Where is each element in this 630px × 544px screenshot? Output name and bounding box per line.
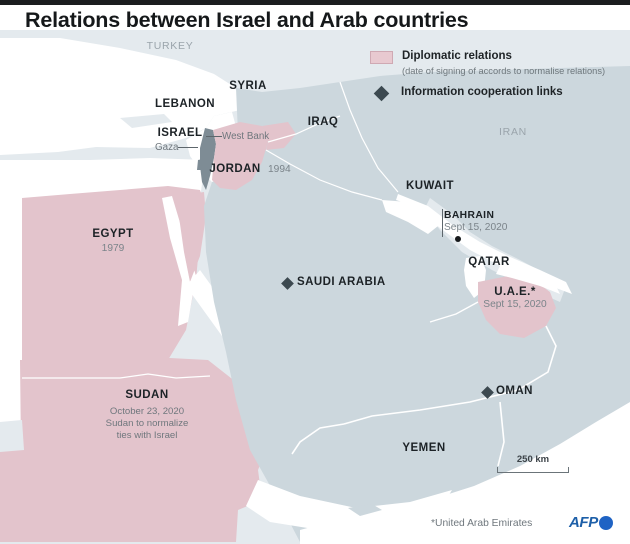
map-svg xyxy=(0,30,630,544)
map-label-bahrain-date: Sept 15, 2020 xyxy=(444,222,508,233)
diamond-marker-icon xyxy=(373,85,390,102)
israel-shape xyxy=(200,128,216,190)
map-label-turkey: TURKEY xyxy=(146,40,194,52)
map-label-bahrain: BAHRAIN xyxy=(444,210,495,221)
footnote: *United Arab Emirates xyxy=(431,518,533,529)
legend-diplomatic-sublabel: (date of signing of accords to normalise… xyxy=(402,66,606,76)
jordan-east-point xyxy=(262,122,296,150)
gaza-shape xyxy=(197,159,203,170)
map-label-kuwait: KUWAIT xyxy=(405,180,455,192)
afp-logo: AFP xyxy=(569,514,613,531)
iraq-iran-border xyxy=(339,81,399,193)
map-label-egypt-date: 1979 xyxy=(101,243,125,254)
bahrain-island xyxy=(454,266,462,274)
oman-yemen-border xyxy=(497,401,505,467)
map-label-oman: OMAN xyxy=(496,385,533,397)
map-label-egypt: EGYPT xyxy=(92,228,134,240)
kuwait-coast-white xyxy=(382,200,438,234)
saudi-uae-border xyxy=(429,301,479,323)
sudan-shape xyxy=(20,358,270,542)
scale-bar: 250 km xyxy=(497,454,569,474)
sinai-shape xyxy=(176,192,206,282)
map-label-yemen: YEMEN xyxy=(402,442,446,454)
saudi-yemen-border xyxy=(291,423,345,455)
legend-item-cooperation: Information cooperation links xyxy=(370,85,620,102)
map-label-sudan: SUDAN xyxy=(125,389,169,401)
legend: Diplomatic relations (date of signing of… xyxy=(370,49,620,102)
turkey-landmass xyxy=(0,38,240,155)
oman-border xyxy=(343,325,557,425)
map-label-west-bank: West Bank xyxy=(222,131,270,142)
bahrain-dot-icon xyxy=(455,236,461,242)
egypt-shape xyxy=(22,186,204,380)
map-label-saudi-arabia: SAUDI ARABIA xyxy=(297,276,386,288)
syria-iraq-arabia-landmass xyxy=(204,66,630,542)
gulf-coast-white xyxy=(396,194,572,294)
map-label-sudan-note-3: ties with Israel xyxy=(116,430,178,441)
map-label-uae: U.A.E.* xyxy=(494,286,536,298)
map-label-lebanon: LEBANON xyxy=(154,98,216,110)
map-label-jordan: JORDAN xyxy=(209,163,261,175)
syria-iraq-border xyxy=(267,115,341,143)
map-label-gaza: Gaza xyxy=(155,142,179,153)
afp-circle-icon xyxy=(598,515,613,530)
socotra-island xyxy=(348,504,382,516)
map-label-iraq: IRAQ xyxy=(307,116,339,128)
scale-bar-line xyxy=(497,467,569,474)
map-label-sudan-note-2: Sudan to normalize xyxy=(105,418,189,429)
arabian-sea-water xyxy=(300,402,630,544)
iraq-saudi-border xyxy=(265,149,383,201)
legend-cooperation-label: Information cooperation links xyxy=(401,86,563,98)
gulf-of-aden-water xyxy=(246,480,452,530)
gaza-leader-line xyxy=(178,147,198,149)
scale-bar-label: 250 km xyxy=(516,454,550,465)
map-label-syria: SYRIA xyxy=(229,80,267,92)
map-label-iran: IRAN xyxy=(499,126,527,138)
uae-shape xyxy=(478,276,556,338)
legend-diplomatic-label: Diplomatic relations xyxy=(402,50,512,62)
map-label-qatar: QATAR xyxy=(468,256,510,268)
bahrain-leader-line xyxy=(442,209,444,237)
sudan-west-gap xyxy=(0,420,24,452)
page-title: Relations between Israel and Arab countr… xyxy=(25,8,469,32)
pink-square-swatch-icon xyxy=(370,51,393,64)
map-canvas xyxy=(0,30,630,544)
map-label-uae-date: Sept 15, 2020 xyxy=(483,299,547,310)
afp-logo-text: AFP xyxy=(569,514,598,531)
uae-gulf-edge xyxy=(496,266,560,294)
gulf-of-suez-water xyxy=(162,196,196,326)
sudan-west-edge xyxy=(0,428,40,542)
map-label-israel: ISRAEL xyxy=(157,127,203,139)
legend-item-diplomatic: Diplomatic relations xyxy=(370,49,620,64)
map-label-jordan-date: 1994 xyxy=(268,164,291,175)
sudan-egypt-border xyxy=(22,373,211,379)
west-bank-leader-line xyxy=(206,136,222,138)
map-label-sudan-note-1: October 23, 2020 xyxy=(109,406,185,417)
top-rule xyxy=(0,0,630,5)
jordan-shape xyxy=(212,122,268,190)
cyprus-gap xyxy=(120,114,172,128)
